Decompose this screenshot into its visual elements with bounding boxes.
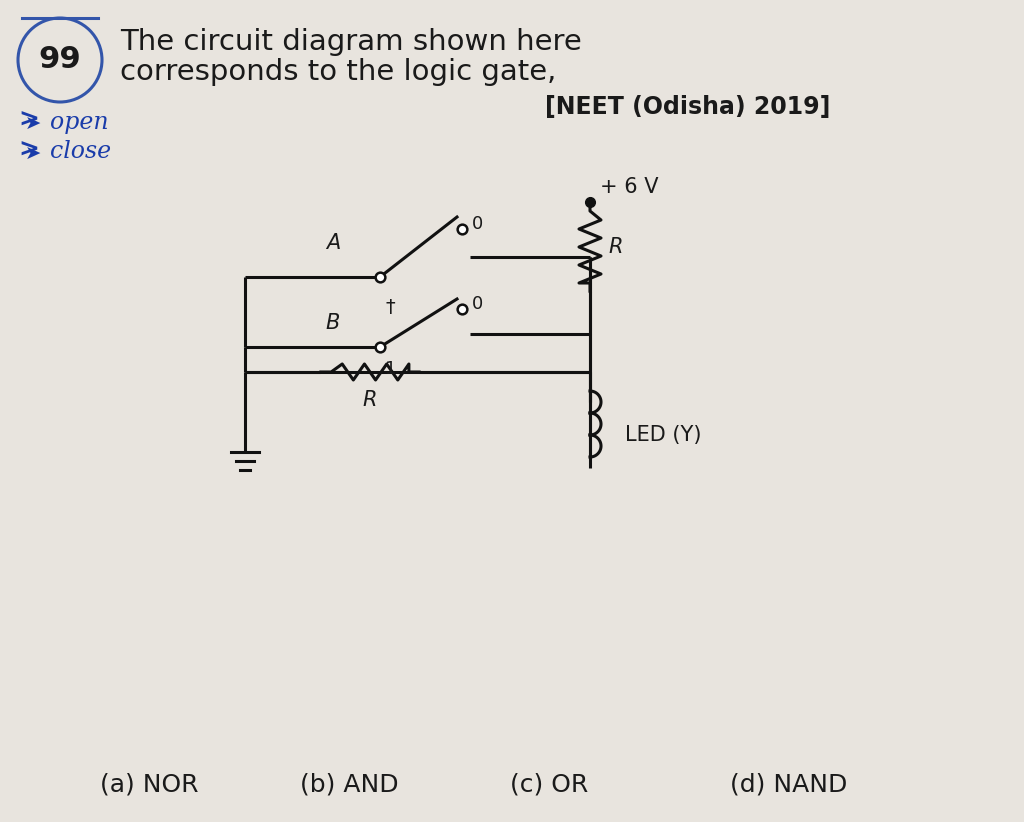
Text: The circuit diagram shown here: The circuit diagram shown here bbox=[120, 28, 582, 56]
Text: (c) OR: (c) OR bbox=[510, 772, 588, 796]
Text: A: A bbox=[326, 233, 340, 253]
Text: R: R bbox=[608, 237, 623, 257]
Text: close: close bbox=[50, 141, 112, 164]
Text: >: > bbox=[18, 108, 39, 132]
Text: B: B bbox=[326, 313, 340, 333]
Text: R: R bbox=[362, 390, 377, 410]
Text: >: > bbox=[18, 138, 39, 162]
Text: LED (Y): LED (Y) bbox=[625, 425, 701, 445]
Text: 0: 0 bbox=[472, 215, 483, 233]
Text: †: † bbox=[385, 298, 394, 316]
Text: corresponds to the logic gate,: corresponds to the logic gate, bbox=[120, 58, 556, 86]
Text: ➤: ➤ bbox=[25, 145, 41, 164]
Text: (d) NAND: (d) NAND bbox=[730, 772, 848, 796]
Text: 99: 99 bbox=[39, 45, 81, 75]
Text: ➤: ➤ bbox=[25, 114, 41, 133]
Text: + 6 V: + 6 V bbox=[600, 177, 658, 197]
Text: (a) NOR: (a) NOR bbox=[100, 772, 199, 796]
Text: (b) AND: (b) AND bbox=[300, 772, 398, 796]
Text: 0: 0 bbox=[472, 295, 483, 313]
Text: [NEET (Odisha) 2019]: [NEET (Odisha) 2019] bbox=[545, 95, 830, 119]
Text: 1: 1 bbox=[385, 360, 396, 378]
Text: open: open bbox=[50, 110, 109, 133]
